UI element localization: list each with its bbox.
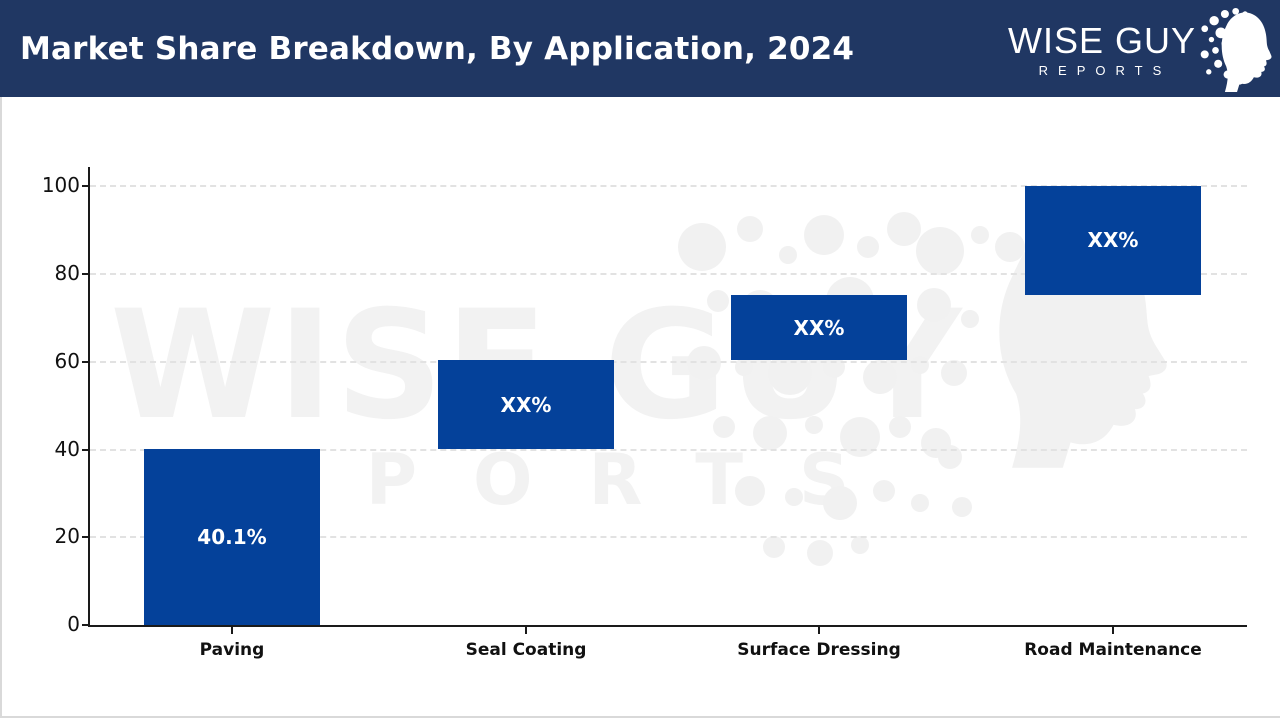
- bar-surface-dressing: XX%: [731, 294, 907, 361]
- y-tick-label: 60: [54, 348, 80, 373]
- y-tick-mark: [82, 448, 90, 451]
- y-tick-label: 40: [54, 436, 80, 461]
- x-category-label-road-maintenance: Road Maintenance: [1024, 640, 1202, 660]
- gridline-y-40: [90, 448, 1247, 451]
- bar-paving: 40.1%: [144, 449, 320, 625]
- wiseguy-logo: WISE GUY REPORTS: [1008, 0, 1272, 97]
- y-axis-line: [88, 167, 90, 627]
- x-tick-mark: [1112, 627, 1114, 634]
- y-tick-label: 100: [41, 173, 80, 198]
- y-tick-label: 80: [54, 261, 80, 286]
- gridline-y-20: [90, 536, 1247, 539]
- x-tick-mark: [818, 627, 820, 634]
- footer-divider: [0, 716, 1280, 718]
- header: Market Share Breakdown, By Application, …: [0, 0, 1280, 97]
- x-axis-line: [88, 625, 1247, 627]
- y-tick-mark: [82, 624, 90, 626]
- y-tick-mark: [82, 273, 90, 276]
- bar-road-maintenance: XX%: [1025, 186, 1201, 295]
- bar-value-label: XX%: [1087, 228, 1139, 253]
- logo-head-icon: [1200, 7, 1272, 92]
- x-tick-mark: [525, 627, 527, 634]
- bar-seal-coating: XX%: [438, 360, 614, 450]
- x-category-label-surface-dressing: Surface Dressing: [737, 640, 901, 660]
- gridline-y-80: [90, 273, 1247, 276]
- gridline-y-60: [90, 360, 1247, 363]
- gridline-y-100: [90, 185, 1247, 188]
- y-tick-label: 0: [67, 612, 80, 636]
- logo-wordmark-line1: WISE GUY: [1007, 19, 1196, 61]
- y-tick-mark: [82, 185, 90, 188]
- bar-value-label: XX%: [500, 392, 552, 417]
- x-tick-mark: [231, 627, 233, 634]
- y-tick-mark: [82, 360, 90, 363]
- bar-value-label: 40.1%: [197, 525, 267, 550]
- y-tick-label: 20: [54, 524, 80, 549]
- logo-wordmark: WISE GUY REPORTS: [1008, 20, 1196, 78]
- bar-value-label: XX%: [793, 315, 845, 340]
- chart-title: Market Share Breakdown, By Application, …: [20, 30, 855, 67]
- y-tick-mark: [82, 536, 90, 539]
- x-category-label-paving: Paving: [199, 640, 265, 660]
- logo-wordmark-line2: REPORTS: [1038, 62, 1172, 78]
- x-category-label-seal-coating: Seal Coating: [465, 640, 587, 660]
- plot-area: WISE GUY REPORTS 02040608010040.1%XX%XX%…: [0, 97, 1280, 716]
